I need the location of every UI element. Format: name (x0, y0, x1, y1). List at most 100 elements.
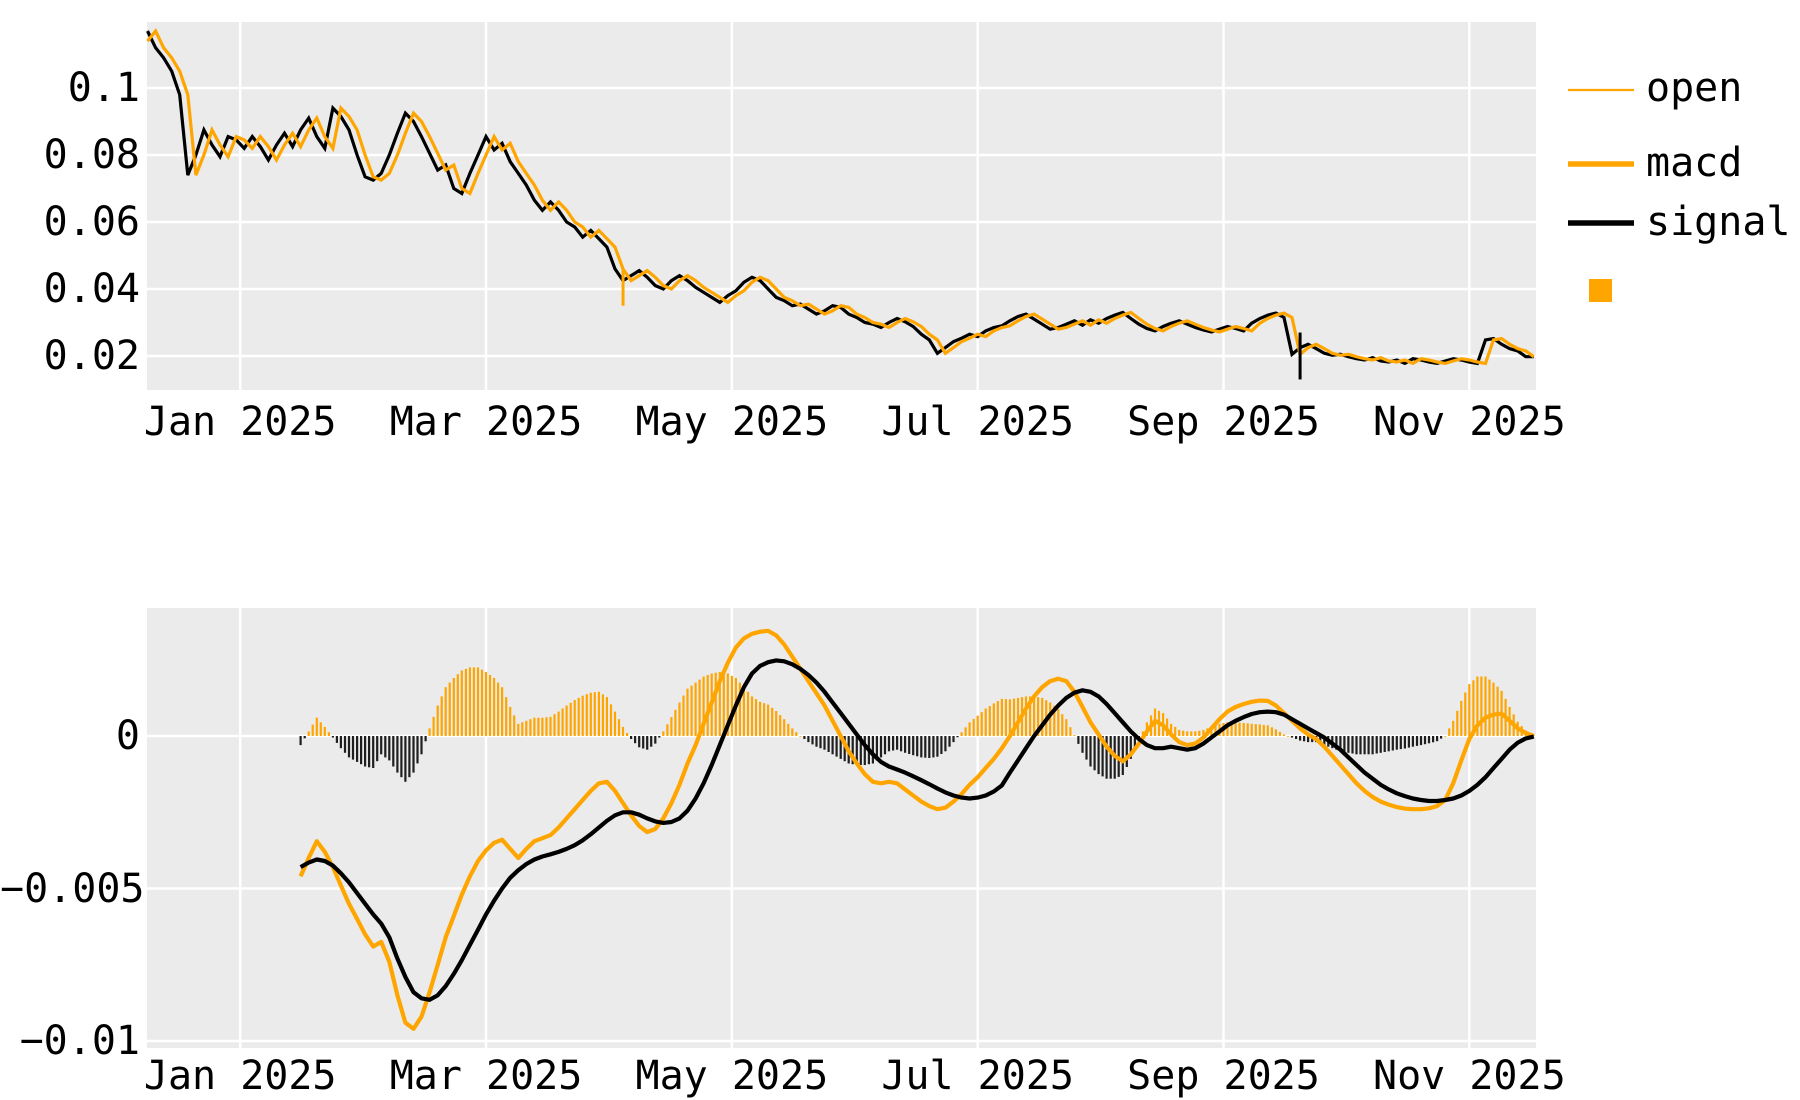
histogram-bar (1391, 736, 1394, 751)
histogram-bar (553, 714, 556, 736)
histogram-bar (815, 736, 818, 747)
histogram-bar (714, 672, 717, 736)
price-y-tick-label: 0.06 (43, 198, 140, 245)
histogram-bar (988, 706, 991, 736)
histogram-bar (307, 731, 310, 736)
histogram-bar (621, 726, 625, 736)
histogram-bar (1057, 709, 1060, 736)
price-panel (147, 22, 1536, 390)
macd-x-tick-label: Jan 2025 (143, 1053, 337, 1099)
histogram-bar (855, 736, 858, 765)
histogram-bar (456, 674, 459, 736)
price-x-tick-label: Jan 2025 (143, 399, 337, 445)
legend-item-histogram (1568, 268, 1612, 312)
histogram-bar (738, 682, 741, 736)
histogram-bar (360, 736, 363, 765)
macd-panel (147, 608, 1536, 1048)
histogram-bar (1250, 723, 1253, 736)
histogram-bar (1182, 730, 1185, 736)
histogram-bar (1234, 722, 1237, 736)
histogram-bar (1262, 724, 1265, 736)
histogram-bar (763, 703, 766, 736)
histogram-bar (875, 736, 878, 761)
legend-label-signal: signal (1646, 199, 1791, 245)
histogram-bar (912, 736, 915, 756)
histogram-bar (787, 723, 790, 736)
histogram-bar (1008, 699, 1011, 736)
histogram-bar (440, 696, 443, 736)
histogram-bar (1347, 736, 1350, 753)
histogram-bar (1307, 736, 1310, 743)
histogram-bar (634, 736, 637, 744)
histogram-bar (706, 675, 709, 736)
histogram-bar (356, 736, 359, 762)
histogram-bar (1375, 736, 1378, 754)
histogram-bar (1081, 736, 1084, 753)
histogram-bar (347, 736, 351, 758)
histogram-bar (702, 676, 705, 736)
histogram-bar (811, 736, 814, 745)
histogram-bar (617, 719, 621, 736)
histogram-bar (1343, 736, 1346, 752)
histogram-bar (908, 736, 911, 754)
histogram-bar (509, 707, 512, 736)
histogram-bar (956, 736, 959, 738)
histogram-bar (573, 700, 576, 736)
histogram-square-swatch-icon (1589, 278, 1612, 302)
macd-x-tick-label: Mar 2025 (389, 1053, 583, 1099)
histogram-bar (505, 697, 508, 736)
open-line (146, 28, 1535, 366)
histogram-bar (1379, 736, 1382, 753)
histogram-bar (1367, 736, 1370, 755)
histogram-bar (480, 669, 484, 736)
price-y-tick-label: 0.08 (43, 131, 140, 178)
histogram-bar (493, 678, 496, 736)
histogram-bar (730, 675, 733, 736)
histogram-bar (1133, 736, 1136, 750)
histogram-bar (299, 736, 302, 746)
histogram-bar (569, 702, 572, 736)
histogram-bar (351, 736, 355, 760)
histogram-bar (1496, 686, 1499, 736)
histogram-bar (1012, 698, 1016, 736)
histogram-bar (488, 675, 492, 736)
histogram-bar (529, 719, 532, 736)
macd-line-swatch-icon (1568, 154, 1634, 173)
histogram-bar (339, 736, 342, 749)
histogram-bar (1174, 726, 1177, 736)
histogram-bar (1194, 731, 1197, 736)
histogram-bar (1065, 719, 1068, 736)
histogram-bar (1456, 710, 1459, 736)
histogram-bar (1339, 736, 1342, 752)
histogram-bar (920, 736, 923, 758)
histogram-bar (819, 736, 822, 749)
histogram-bar (1186, 731, 1189, 736)
histogram-bar (533, 717, 536, 736)
histogram-bar (468, 667, 471, 736)
histogram-bar (718, 672, 721, 736)
histogram-bar (1488, 679, 1491, 736)
histogram-bar (1109, 736, 1112, 779)
histogram-bar (678, 702, 681, 736)
histogram-bar (831, 736, 834, 755)
histogram-bar (1419, 736, 1423, 746)
histogram-bar (791, 728, 794, 736)
price-y-tick-label: 0.04 (43, 265, 140, 312)
histogram-bar (412, 736, 415, 773)
histogram-bar (1077, 736, 1080, 744)
price-x-tick-label: Sep 2025 (1127, 399, 1320, 445)
histogram-bar (783, 719, 786, 736)
histogram-bar (851, 736, 854, 765)
histogram-bar (1290, 736, 1294, 738)
histogram-bar (1198, 730, 1201, 736)
macd-line (298, 628, 1535, 1031)
histogram-bar (343, 736, 347, 753)
histogram-bar (424, 736, 427, 742)
histogram-bar (650, 736, 653, 747)
histogram-bar (1319, 736, 1322, 744)
price-x-tick-label: Jul 2025 (881, 399, 1074, 445)
histogram-bar (581, 695, 584, 736)
histogram-bar (863, 736, 866, 765)
histogram-bar (1258, 724, 1261, 736)
histogram-bar (1230, 722, 1233, 736)
